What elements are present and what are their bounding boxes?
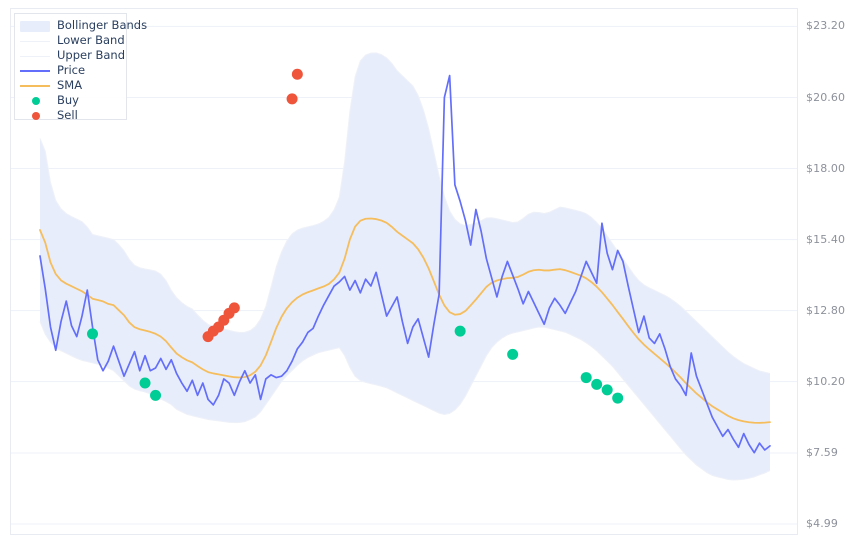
legend-item-label: Lower Band	[57, 33, 125, 47]
chart-legend[interactable]: Bollinger Bands Lower Band Upper Band Price…	[14, 13, 147, 123]
legend-swatch-icon	[20, 19, 50, 33]
y-axis-tick-label: $10.20	[806, 374, 846, 388]
legend-swatch-icon	[20, 94, 50, 108]
bollinger-band-area	[40, 52, 770, 481]
legend-item-label: Price	[57, 63, 86, 77]
y-axis-tick-label: $7.59	[806, 446, 838, 459]
legend-swatch-icon	[20, 49, 50, 63]
legend-item-lower-band[interactable]: Lower Band	[20, 33, 125, 48]
legend-item-bollinger-bands[interactable]: Bollinger Bands	[20, 18, 147, 33]
sma-line	[39, 217, 771, 424]
buy-markers	[87, 325, 624, 404]
lower-band-line	[39, 321, 771, 481]
y-axis-tick-label: $12.80	[806, 303, 846, 317]
legend-item-sell[interactable]: Sell	[20, 108, 120, 123]
legend-item-price[interactable]: Price	[20, 63, 120, 78]
legend-item-label: Sell	[57, 108, 78, 122]
y-axis-tick-label: $18.00	[806, 161, 846, 175]
legend-item-label: Buy	[57, 93, 79, 107]
legend-item-sma[interactable]: SMA	[20, 78, 120, 93]
legend-item-buy[interactable]: Buy	[20, 93, 120, 108]
y-axis-tick-label: $4.99	[806, 517, 838, 530]
legend-item-upper-band[interactable]: Upper Band	[20, 48, 125, 63]
legend-swatch-icon	[20, 109, 50, 123]
y-axis-tick-label: $20.60	[806, 90, 846, 104]
legend-swatch-icon	[20, 34, 50, 48]
upper-band-line	[39, 52, 771, 374]
y-axis-tick-label: $23.20	[806, 19, 846, 33]
y-axis-tick-label: $15.40	[806, 232, 846, 246]
legend-item-label: Upper Band	[57, 48, 126, 62]
price-line	[39, 74, 771, 454]
legend-item-label: Bollinger Bands	[57, 18, 148, 32]
legend-item-label: SMA	[57, 78, 83, 92]
legend-swatch-icon	[20, 79, 50, 93]
sell-markers	[202, 68, 303, 343]
legend-swatch-icon	[20, 64, 50, 78]
